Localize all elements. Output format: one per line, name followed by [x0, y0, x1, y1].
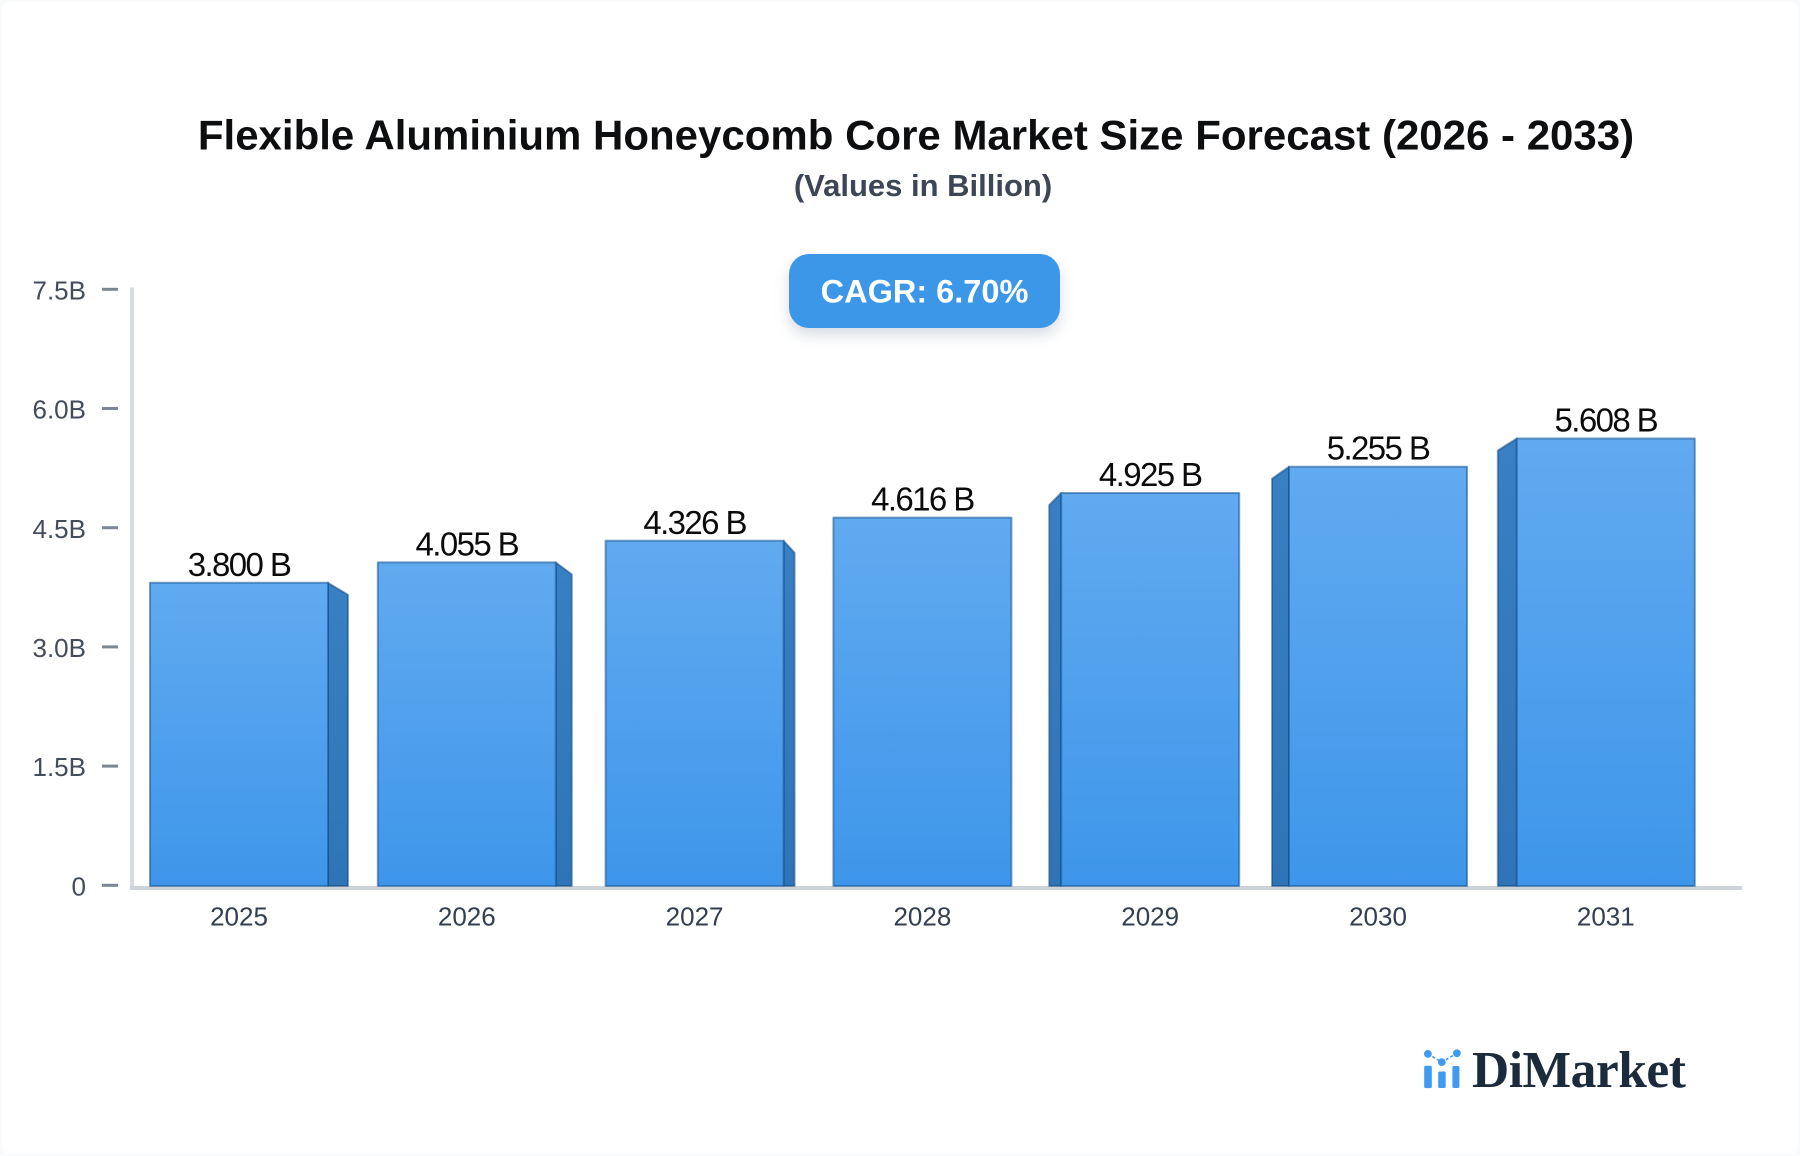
svg-text:2025: 2025 — [210, 902, 268, 932]
svg-text:2031: 2031 — [1577, 902, 1635, 932]
svg-text:1.5B: 1.5B — [33, 752, 87, 782]
svg-text:2026: 2026 — [438, 902, 496, 932]
svg-text:CAGR: 6.70%: CAGR: 6.70% — [821, 274, 1029, 310]
svg-text:4.616 B: 4.616 B — [871, 481, 974, 518]
svg-text:Flexible Aluminium Honeycomb C: Flexible Aluminium Honeycomb Core Market… — [198, 111, 1634, 158]
svg-text:5.608 B: 5.608 B — [1555, 402, 1658, 439]
svg-text:2030: 2030 — [1349, 902, 1407, 932]
svg-text:4.5B: 4.5B — [33, 514, 87, 544]
svg-text:(Values in Billion): (Values in Billion) — [794, 168, 1052, 203]
svg-text:0: 0 — [72, 871, 86, 901]
svg-text:2027: 2027 — [666, 902, 724, 932]
svg-text:4.326 B: 4.326 B — [643, 504, 746, 541]
svg-text:DiMarket: DiMarket — [1472, 1042, 1686, 1099]
svg-text:2029: 2029 — [1121, 902, 1179, 932]
svg-text:4.925 B: 4.925 B — [1099, 456, 1202, 493]
svg-text:6.0B: 6.0B — [33, 395, 87, 425]
svg-text:7.5B: 7.5B — [33, 275, 87, 305]
svg-text:4.055 B: 4.055 B — [416, 525, 519, 562]
svg-text:2028: 2028 — [893, 902, 951, 932]
svg-text:3.800 B: 3.800 B — [188, 546, 291, 583]
svg-text:3.0B: 3.0B — [33, 633, 87, 663]
svg-text:5.255 B: 5.255 B — [1327, 430, 1430, 467]
